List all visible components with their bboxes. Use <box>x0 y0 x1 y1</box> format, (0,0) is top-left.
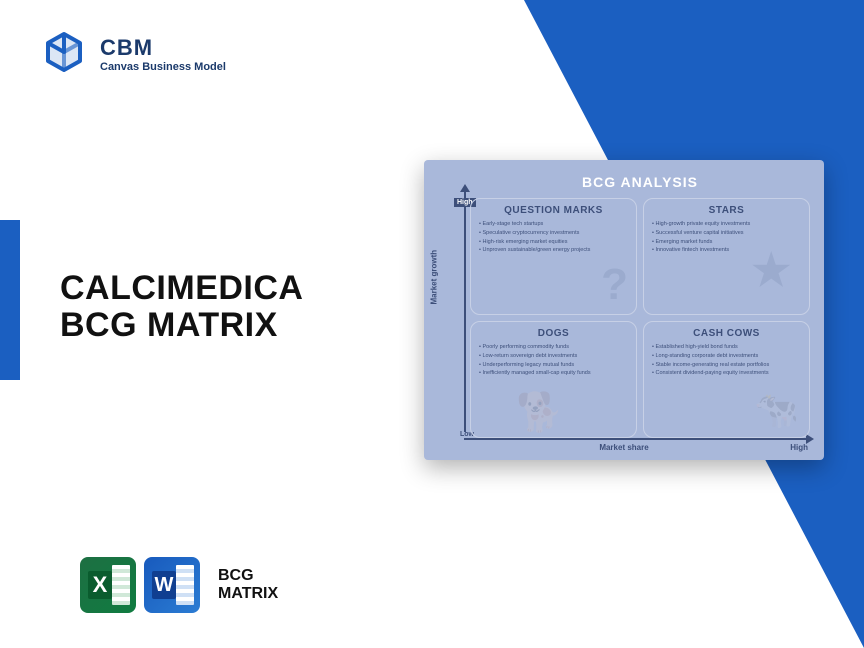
x-axis-label: Market share <box>599 443 648 452</box>
quadrant-question-marks: ? QUESTION MARKS Early-stage tech startu… <box>470 198 637 315</box>
brand-tagline: Canvas Business Model <box>100 61 226 73</box>
d-title: DOGS <box>479 328 628 339</box>
d-item: Low-return sovereign debt investments <box>479 352 628 361</box>
bcg-analysis-card: BCG ANALYSIS Market growth High Low Mark… <box>424 160 824 460</box>
dog-icon: 🐕 <box>516 391 591 435</box>
c-item: Long-standing corporate debt investments <box>652 352 801 361</box>
title-line-1: CALCIMEDICA <box>60 269 303 307</box>
q-title: QUESTION MARKS <box>479 205 628 216</box>
q-item: Early-stage tech startups <box>479 220 628 229</box>
s-item: High-growth private equity investments <box>652 220 801 229</box>
brand-logo-area: CBM Canvas Business Model <box>40 30 226 78</box>
title-line-2: BCG MATRIX <box>60 306 278 344</box>
footer-label-line-2: MATRIX <box>218 585 278 602</box>
s-list: High-growth private equity investments S… <box>652 220 801 255</box>
c-item: Consistent dividend-paying equity invest… <box>652 369 801 378</box>
footer-apps: BCG MATRIX <box>80 557 278 613</box>
x-axis-high: High <box>790 443 808 452</box>
q-item: Unproven sustainable/green energy projec… <box>479 246 628 255</box>
d-item: Poorly performing commodity funds <box>479 343 628 352</box>
quadrant-dogs: 🐕 DOGS Poorly performing commodity funds… <box>470 321 637 438</box>
page-title: CALCIMEDICA BCG MATRIX <box>60 270 303 345</box>
q-item: Speculative cryptocurrency investments <box>479 229 628 238</box>
s-title: STARS <box>652 205 801 216</box>
question-mark-icon: ? <box>601 260 628 310</box>
y-axis-label: Market growth <box>430 250 439 305</box>
brand-name: CBM <box>100 35 226 61</box>
d-item: Underperforming legacy mutual funds <box>479 361 628 370</box>
quadrant-stars: ★ STARS High-growth private equity inves… <box>643 198 810 315</box>
word-icon <box>144 557 200 613</box>
footer-label-line-1: BCG <box>218 567 254 584</box>
x-axis-arrow <box>464 438 808 440</box>
d-list: Poorly performing commodity funds Low-re… <box>479 343 628 378</box>
left-accent-bar <box>0 220 20 380</box>
s-item: Successful venture capital initiatives <box>652 229 801 238</box>
footer-label: BCG MATRIX <box>218 567 278 602</box>
cbm-logo-icon <box>40 30 88 78</box>
c-item: Established high-yield bond funds <box>652 343 801 352</box>
q-item: High-risk emerging market equities <box>479 238 628 247</box>
s-item: Innovative fintech investments <box>652 246 801 255</box>
bcg-card-title: BCG ANALYSIS <box>470 174 810 190</box>
quadrant-cash-cows: 🐄 CASH COWS Established high-yield bond … <box>643 321 810 438</box>
cow-icon: 🐄 <box>754 389 799 431</box>
c-item: Stable income-generating real estate por… <box>652 361 801 370</box>
brand-text: CBM Canvas Business Model <box>100 35 226 73</box>
q-list: Early-stage tech startups Speculative cr… <box>479 220 628 255</box>
excel-icon <box>80 557 136 613</box>
quadrant-grid: ? QUESTION MARKS Early-stage tech startu… <box>470 198 810 438</box>
c-list: Established high-yield bond funds Long-s… <box>652 343 801 378</box>
d-item: Inefficiently managed small-cap equity f… <box>479 369 628 378</box>
c-title: CASH COWS <box>652 328 801 339</box>
s-item: Emerging market funds <box>652 238 801 247</box>
y-axis-arrow <box>464 190 466 432</box>
